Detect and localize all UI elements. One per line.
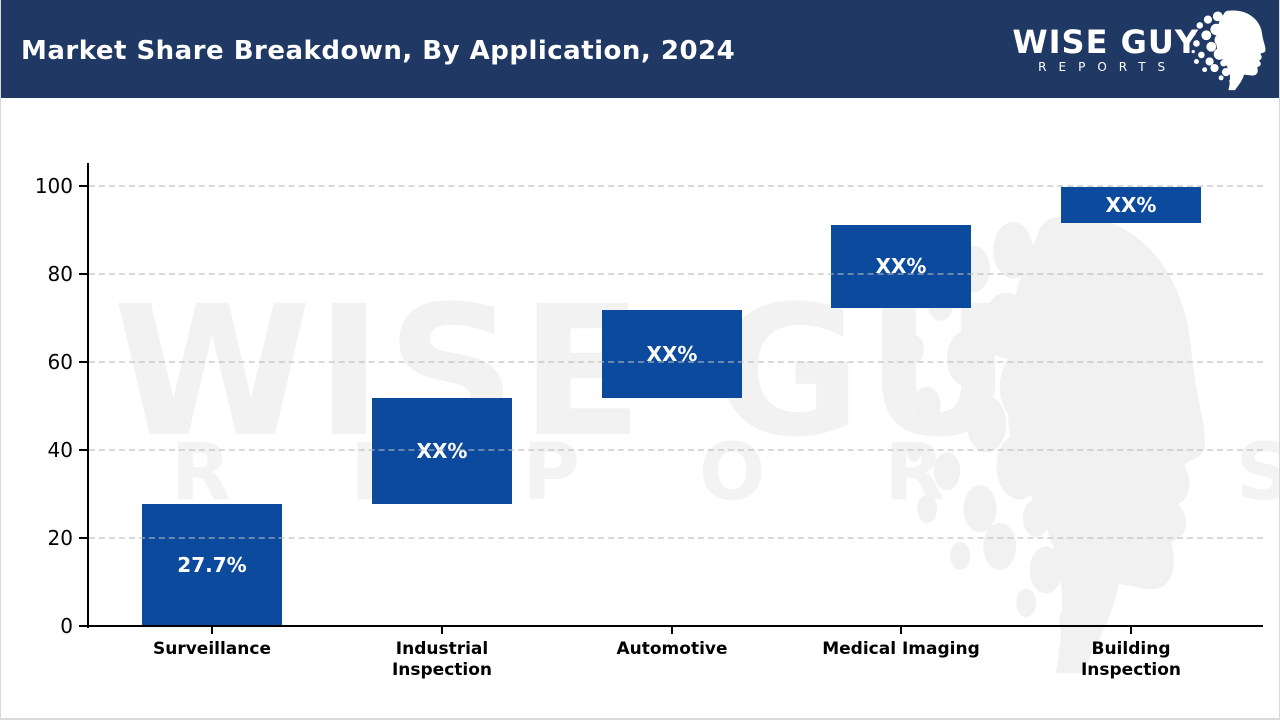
x-tick-5 <box>1130 627 1132 634</box>
x-tick-2 <box>441 627 443 634</box>
x-axis-line <box>87 625 1263 627</box>
y-tick-100 <box>79 185 87 187</box>
bar-value-label: 27.7% <box>177 553 247 578</box>
gridline-40 <box>89 449 1263 451</box>
wise-guy-reports-logo: WISE GUY REPORTS <box>1012 8 1267 92</box>
x-tick-1 <box>211 627 213 634</box>
y-tick-0 <box>79 625 87 627</box>
gridline-20 <box>89 537 1263 539</box>
bar-segment-5: XX% <box>1061 186 1201 224</box>
y-tick-80 <box>79 273 87 275</box>
logo-subtitle: REPORTS <box>1038 59 1178 74</box>
y-tick-label-100: 100 <box>34 174 73 198</box>
bar-segment-3: XX% <box>602 310 742 399</box>
category-label-4: Medical Imaging <box>822 639 980 659</box>
category-label-2: Industrial Inspection <box>391 639 493 680</box>
gridline-100 <box>89 185 1263 187</box>
category-label-3: Automotive <box>616 639 728 659</box>
bar-segment-1: 27.7% <box>142 504 282 626</box>
y-tick-label-20: 20 <box>47 526 73 550</box>
y-tick-20 <box>79 537 87 539</box>
x-tick-4 <box>900 627 902 634</box>
x-tick-3 <box>671 627 673 634</box>
category-label-1: Surveillance <box>152 639 271 659</box>
watermark-head-icon <box>904 216 1205 674</box>
dotted-head-profile-icon <box>1190 10 1266 91</box>
y-axis-line <box>87 163 89 628</box>
y-tick-label-40: 40 <box>47 438 73 462</box>
gridline-60 <box>89 361 1263 363</box>
y-tick-label-0: 0 <box>60 614 73 638</box>
bar-value-label: XX% <box>416 439 468 464</box>
bar-segment-4: XX% <box>831 224 971 308</box>
page-title: Market Share Breakdown, By Application, … <box>21 36 736 66</box>
bar-value-label: XX% <box>1105 193 1157 218</box>
y-tick-label-80: 80 <box>47 262 73 286</box>
bar-segment-2: XX% <box>372 398 512 505</box>
y-tick-60 <box>79 361 87 363</box>
header-bar: Market Share Breakdown, By Application, … <box>1 0 1279 98</box>
logo-name: WISE GUY <box>1012 23 1199 62</box>
y-tick-label-60: 60 <box>47 350 73 374</box>
logo-text: WISE GUY REPORTS <box>1012 26 1199 74</box>
chart-canvas: WISE GUY R E P O R T S 27.7% XX% XX% XX% XX%… <box>1 98 1279 718</box>
category-label-5: Building Inspection <box>1080 639 1182 680</box>
y-tick-40 <box>79 449 87 451</box>
gridline-80 <box>89 273 1263 275</box>
